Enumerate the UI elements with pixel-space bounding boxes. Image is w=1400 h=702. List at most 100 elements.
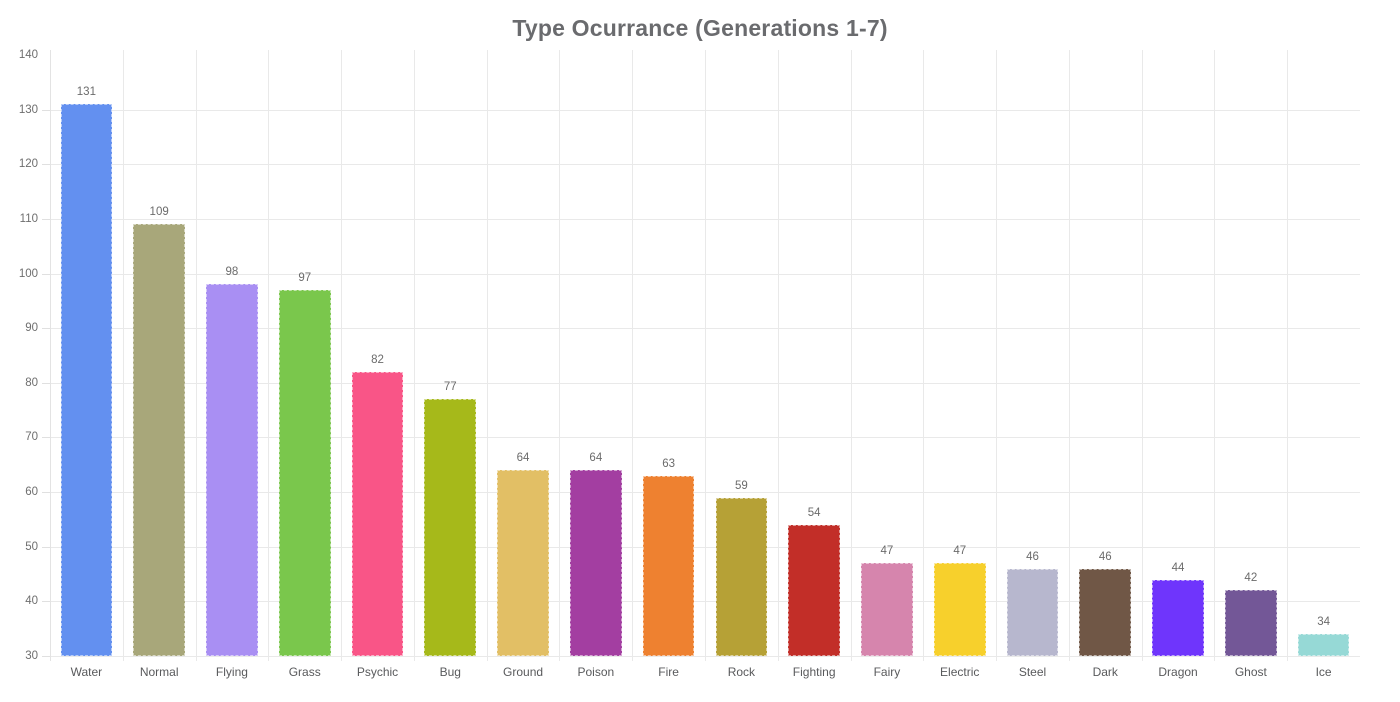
bar-value-label: 47 — [880, 545, 894, 558]
y-tick-label: 110 — [19, 212, 38, 225]
y-tick-label: 40 — [25, 595, 38, 608]
y-tick-label: 100 — [18, 267, 38, 280]
bar-value-label: 54 — [807, 506, 821, 519]
bar-water — [60, 104, 113, 656]
bar-fire — [642, 475, 695, 656]
bar-ice — [1297, 634, 1350, 656]
y-tick-label: 130 — [18, 103, 38, 116]
plot-area: 131 109 98 97 82 77 64 64 63 59 54 47 47 46 46 44 42 34 — [50, 50, 1360, 661]
bar-cell: 77 — [414, 55, 487, 656]
y-axis-tick — [42, 218, 50, 220]
bar-value-label: 82 — [371, 353, 384, 366]
y-tick-label: 80 — [25, 376, 38, 389]
bar-value-label: 131 — [76, 86, 96, 99]
bar-cell: 46 — [1069, 55, 1142, 656]
vgrid-line — [195, 50, 197, 661]
bar-cell: 63 — [632, 55, 705, 656]
vgrid-line — [486, 50, 488, 661]
bar-value-label: 46 — [1026, 550, 1039, 563]
bar-poison — [569, 470, 622, 656]
vgrid-line — [559, 50, 561, 661]
bar-ghost — [1224, 590, 1277, 656]
bar-value-label: 98 — [225, 266, 239, 279]
bar-value-label: 47 — [953, 545, 967, 558]
x-tick-label: Dragon — [1158, 665, 1198, 679]
vgrid-line — [1287, 50, 1289, 661]
bar-steel — [1006, 568, 1059, 656]
bar-cell: 44 — [1142, 55, 1215, 656]
bar-cell: 46 — [996, 55, 1069, 656]
bar-value-label: 77 — [443, 381, 457, 394]
bar-cell: 64 — [487, 55, 560, 656]
x-tick-label: Normal — [139, 665, 179, 679]
y-axis-tick — [42, 546, 50, 548]
bar-value-label: 109 — [149, 206, 169, 219]
y-axis-tick — [42, 601, 50, 603]
bar-dark — [1079, 568, 1132, 656]
y-tick-label: 70 — [25, 431, 38, 444]
bar-psychic — [351, 371, 404, 656]
bar-ground — [497, 470, 549, 656]
bar-cell: 98 — [196, 55, 269, 656]
x-tick-label: Fighting — [792, 665, 836, 679]
y-tick-label: 60 — [25, 486, 38, 499]
bar-electric — [933, 563, 986, 656]
vgrid-line — [632, 50, 634, 661]
bar-cell: 47 — [923, 55, 996, 656]
x-tick-label: Psychic — [356, 665, 399, 679]
bar-value-label: 46 — [1098, 550, 1112, 563]
vgrid-line — [996, 50, 998, 661]
bar-bug — [424, 399, 477, 656]
x-tick-label: Ground — [503, 665, 544, 679]
bar-cell: 54 — [778, 55, 851, 656]
y-axis-tick — [42, 382, 50, 384]
bar-fighting — [788, 524, 840, 656]
bar-value-label: 34 — [1317, 616, 1330, 629]
bar-flying — [206, 284, 258, 656]
bar-value-label: 63 — [662, 457, 675, 470]
bar-value-label: 42 — [1244, 572, 1258, 585]
x-tick-label: Fairy — [873, 665, 901, 679]
x-tick-label: Electric — [940, 665, 980, 679]
bar-cell: 64 — [559, 55, 632, 656]
y-axis-tick — [42, 656, 50, 657]
y-tick-label: 140 — [18, 49, 38, 61]
y-axis-tick — [42, 164, 50, 166]
y-axis-tick — [42, 273, 50, 275]
vgrid-line — [777, 50, 779, 661]
vgrid-line — [1214, 50, 1216, 661]
vgrid-line — [341, 50, 343, 661]
bar-value-label: 64 — [589, 452, 603, 465]
bar-rock — [715, 497, 768, 656]
x-tick-label: Flying — [215, 665, 248, 679]
vgrid-line — [1141, 50, 1143, 661]
x-tick-label: Grass — [288, 665, 321, 679]
x-tick-label: Fire — [658, 665, 679, 679]
bar-cell: 59 — [705, 55, 778, 656]
x-tick-label: Bug — [439, 665, 461, 679]
y-axis-tick — [42, 437, 50, 439]
vgrid-line — [122, 50, 124, 661]
bar-cell: 34 — [1287, 55, 1360, 656]
x-tick-label: Poison — [577, 665, 615, 679]
x-tick-label: Ice — [1315, 665, 1332, 679]
y-tick-label: 90 — [25, 322, 38, 335]
y-tick-label: 50 — [25, 540, 38, 553]
bar-dragon — [1152, 579, 1204, 656]
bar-fairy — [861, 563, 913, 656]
y-axis-tick — [42, 109, 50, 111]
x-tick-label: Steel — [1018, 665, 1047, 679]
x-tick-label: Dark — [1092, 665, 1118, 679]
vgrid-line — [705, 50, 706, 661]
bar-grass — [278, 289, 331, 656]
x-tick-label: Water — [70, 665, 103, 679]
bar-cell: 97 — [268, 55, 341, 656]
chart-title: Type Ocurrance (Generations 1-7) — [512, 15, 888, 41]
bar-cell: 42 — [1214, 55, 1287, 656]
x-tick-label: Rock — [727, 665, 756, 679]
y-tick-label: 30 — [25, 650, 38, 662]
bar-value-label: 59 — [734, 479, 748, 492]
vgrid-line — [850, 50, 852, 661]
vgrid-line — [268, 50, 270, 661]
